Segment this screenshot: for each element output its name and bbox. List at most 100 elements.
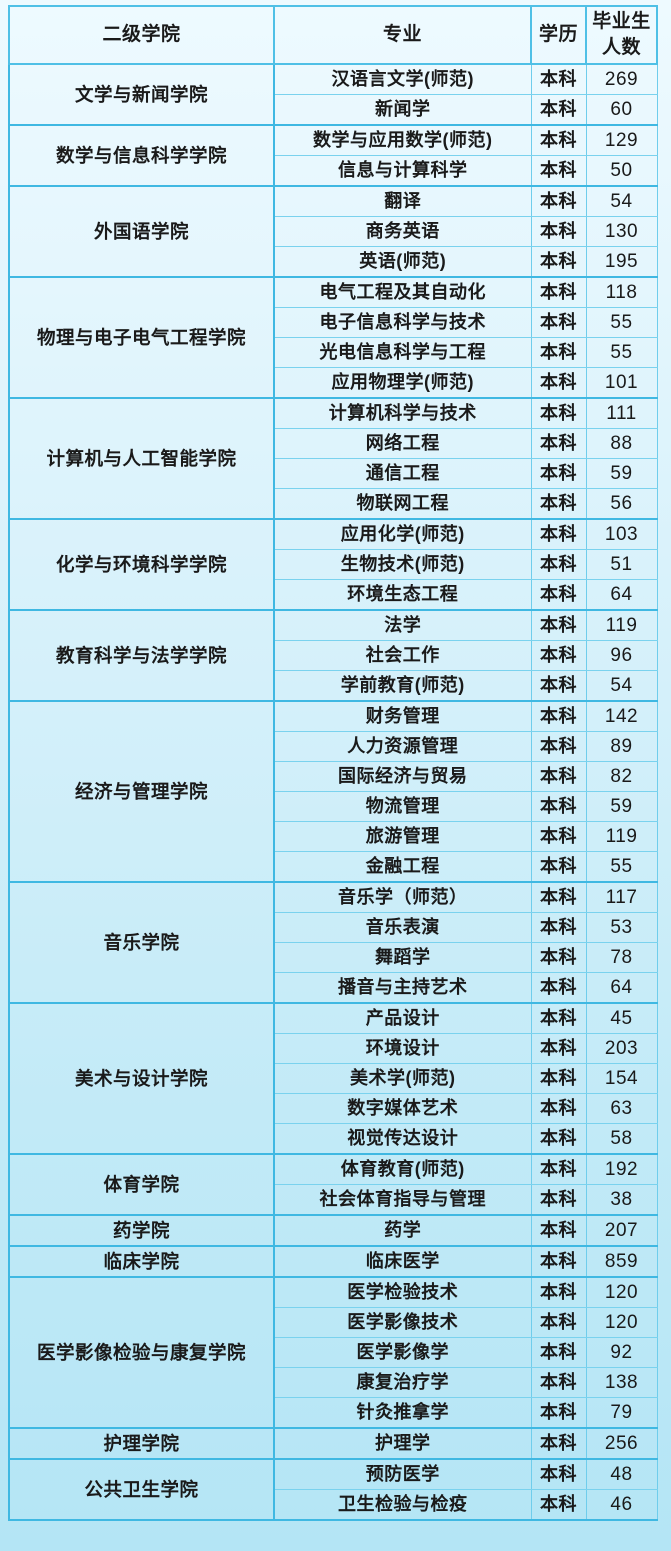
cell-degree: 本科 bbox=[530, 216, 587, 247]
cell-major: 电子信息科学与技术 bbox=[273, 307, 532, 338]
cell-major: 数字媒体艺术 bbox=[273, 1093, 532, 1124]
table-row: 生物技术(师范) 本科 51 bbox=[9, 549, 658, 580]
cell-degree: 本科 bbox=[530, 1214, 587, 1247]
cell-degree: 本科 bbox=[530, 791, 587, 822]
cell-degree: 本科 bbox=[530, 1367, 587, 1398]
cell-graduate-count: 207 bbox=[585, 1214, 658, 1247]
cell-graduate-count: 46 bbox=[585, 1489, 658, 1521]
cell-graduate-count: 60 bbox=[585, 94, 658, 126]
cell-college: 临床学院 bbox=[8, 1245, 275, 1278]
table-row: 文学与新闻学院 汉语言文学(师范) 本科 269 bbox=[8, 63, 658, 126]
table-row: 电子信息科学与技术 本科 55 bbox=[9, 307, 658, 338]
cell-major: 音乐表演 bbox=[273, 912, 532, 943]
cell-degree: 本科 bbox=[530, 640, 587, 671]
cell-graduate-count: 269 bbox=[585, 63, 658, 95]
cell-college: 美术与设计学院 bbox=[8, 1002, 275, 1155]
table-row: 物联网工程 本科 56 bbox=[9, 488, 658, 520]
cell-degree: 本科 bbox=[530, 458, 587, 489]
cell-graduate-count: 53 bbox=[585, 912, 658, 943]
cell-degree: 本科 bbox=[530, 124, 587, 156]
cell-degree: 本科 bbox=[530, 94, 587, 126]
table-row: 公共卫生学院 预防医学 本科 48 bbox=[8, 1458, 658, 1521]
cell-degree: 本科 bbox=[530, 337, 587, 368]
cell-college: 计算机与人工智能学院 bbox=[8, 397, 275, 520]
table-row: 国际经济与贸易 本科 82 bbox=[9, 761, 658, 792]
cell-major: 网络工程 bbox=[273, 428, 532, 459]
cell-graduate-count: 64 bbox=[585, 972, 658, 1004]
cell-graduate-count: 38 bbox=[585, 1184, 658, 1216]
cell-college: 体育学院 bbox=[8, 1153, 275, 1216]
cell-graduate-count: 64 bbox=[585, 579, 658, 611]
cell-degree: 本科 bbox=[530, 307, 587, 338]
table-row: 社会工作 本科 96 bbox=[9, 640, 658, 671]
cell-degree: 本科 bbox=[530, 670, 587, 702]
cell-graduate-count: 96 bbox=[585, 640, 658, 671]
cell-major: 应用物理学(师范) bbox=[273, 367, 532, 399]
cell-college: 音乐学院 bbox=[8, 881, 275, 1004]
cell-degree: 本科 bbox=[530, 1427, 587, 1460]
cell-degree: 本科 bbox=[530, 1489, 587, 1521]
cell-major: 汉语言文学(师范) bbox=[273, 63, 532, 95]
table-row: 护理学院 护理学 本科 256 bbox=[8, 1427, 658, 1460]
cell-college: 物理与电子电气工程学院 bbox=[8, 276, 275, 399]
cell-college: 医学影像检验与康复学院 bbox=[8, 1276, 275, 1429]
cell-graduate-count: 50 bbox=[585, 155, 658, 187]
cell-major: 体育教育(师范) bbox=[273, 1153, 532, 1185]
cell-major: 环境生态工程 bbox=[273, 579, 532, 611]
cell-major: 针灸推拿学 bbox=[273, 1397, 532, 1429]
cell-degree: 本科 bbox=[530, 1458, 587, 1490]
cell-degree: 本科 bbox=[530, 1123, 587, 1155]
cell-degree: 本科 bbox=[530, 731, 587, 762]
graduate-count-table: 二级学院 专业 学历 毕业生 人数 文学与新闻学院 汉语言文学(师范) 本科 269 新… bbox=[8, 5, 658, 1521]
cell-major: 数学与应用数学(师范) bbox=[273, 124, 532, 156]
cell-graduate-count: 92 bbox=[585, 1337, 658, 1368]
cell-degree: 本科 bbox=[530, 1245, 587, 1278]
cell-degree: 本科 bbox=[530, 1307, 587, 1338]
cell-degree: 本科 bbox=[530, 246, 587, 278]
table-row: 卫生检验与检疫 本科 46 bbox=[9, 1489, 658, 1521]
table-row: 计算机与人工智能学院 计算机科学与技术 本科 111 bbox=[8, 397, 658, 520]
cell-major: 美术学(师范) bbox=[273, 1063, 532, 1094]
cell-major: 护理学 bbox=[273, 1427, 532, 1460]
cell-graduate-count: 54 bbox=[585, 185, 658, 217]
table-row: 音乐学院 音乐学（师范） 本科 117 bbox=[8, 881, 658, 1004]
cell-graduate-count: 117 bbox=[585, 881, 658, 913]
cell-graduate-count: 55 bbox=[585, 851, 658, 883]
table-row: 美术与设计学院 产品设计 本科 45 bbox=[8, 1002, 658, 1155]
table-row: 光电信息科学与工程 本科 55 bbox=[9, 337, 658, 368]
table-row: 物理与电子电气工程学院 电气工程及其自动化 本科 118 bbox=[8, 276, 658, 399]
cell-major: 预防医学 bbox=[273, 1458, 532, 1490]
cell-major: 舞蹈学 bbox=[273, 942, 532, 973]
cell-degree: 本科 bbox=[530, 579, 587, 611]
cell-degree: 本科 bbox=[530, 609, 587, 641]
cell-graduate-count: 130 bbox=[585, 216, 658, 247]
cell-graduate-count: 58 bbox=[585, 1123, 658, 1155]
cell-major: 电气工程及其自动化 bbox=[273, 276, 532, 308]
column-header-graduate-count-line1: 毕业生 bbox=[592, 11, 651, 33]
cell-degree: 本科 bbox=[530, 63, 587, 95]
cell-graduate-count: 55 bbox=[585, 337, 658, 368]
table-row: 社会体育指导与管理 本科 38 bbox=[9, 1184, 658, 1216]
cell-major: 商务英语 bbox=[273, 216, 532, 247]
table-body: 文学与新闻学院 汉语言文学(师范) 本科 269 新闻学 本科 60 数学与信息科学学院 数学与… bbox=[8, 63, 658, 1521]
cell-degree: 本科 bbox=[530, 881, 587, 913]
cell-degree: 本科 bbox=[530, 972, 587, 1004]
cell-major: 财务管理 bbox=[273, 700, 532, 732]
cell-graduate-count: 859 bbox=[585, 1245, 658, 1278]
cell-graduate-count: 119 bbox=[585, 609, 658, 641]
cell-degree: 本科 bbox=[530, 428, 587, 459]
cell-major: 康复治疗学 bbox=[273, 1367, 532, 1398]
cell-college: 教育科学与法学学院 bbox=[8, 609, 275, 702]
cell-college: 化学与环境科学学院 bbox=[8, 518, 275, 611]
cell-degree: 本科 bbox=[530, 276, 587, 308]
cell-major: 医学检验技术 bbox=[273, 1276, 532, 1308]
table-row: 数学与信息科学学院 数学与应用数学(师范) 本科 129 bbox=[8, 124, 658, 187]
cell-major: 翻译 bbox=[273, 185, 532, 217]
table-row: 外国语学院 翻译 本科 54 bbox=[8, 185, 658, 278]
cell-college: 药学院 bbox=[8, 1214, 275, 1247]
cell-degree: 本科 bbox=[530, 1184, 587, 1216]
column-header-major: 专业 bbox=[273, 5, 532, 65]
cell-degree: 本科 bbox=[530, 1397, 587, 1429]
cell-degree: 本科 bbox=[530, 821, 587, 852]
cell-college: 数学与信息科学学院 bbox=[8, 124, 275, 187]
